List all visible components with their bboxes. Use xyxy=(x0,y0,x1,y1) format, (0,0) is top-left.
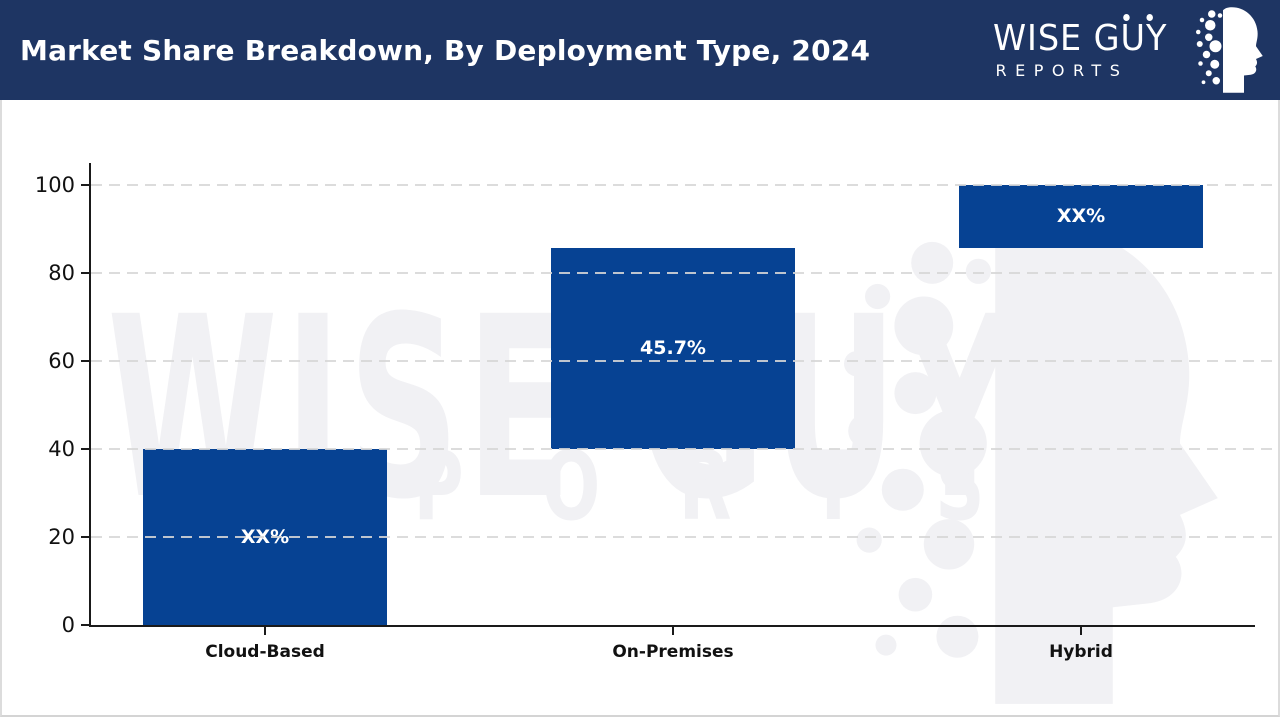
gridline xyxy=(91,448,1278,450)
y-tick-mark xyxy=(81,624,89,626)
y-tick-mark xyxy=(81,184,89,186)
x-category-label: Cloud-Based xyxy=(205,642,325,662)
y-tick-label: 40 xyxy=(48,437,75,461)
gridline xyxy=(91,536,1278,538)
logo-reports-text: REPORTS xyxy=(995,60,1129,80)
x-category-label: On-Premises xyxy=(612,642,734,662)
x-category-label: Hybrid xyxy=(1049,642,1113,662)
y-tick-mark xyxy=(81,360,89,362)
gridline xyxy=(91,272,1278,274)
page-title: Market Share Breakdown, By Deployment Ty… xyxy=(20,33,871,67)
y-tick-label: 20 xyxy=(48,525,75,549)
logo-dot-icon xyxy=(1145,13,1153,21)
y-tick-label: 80 xyxy=(48,261,75,285)
logo-wiseguy-text: WISE GUY xyxy=(993,13,1167,57)
y-tick-mark xyxy=(81,536,89,538)
brand-logo-text: WISE GUY REPORTS xyxy=(993,13,1181,80)
header-bar: Market Share Breakdown, By Deployment Ty… xyxy=(0,0,1280,100)
logo-head-icon xyxy=(1188,5,1264,95)
y-tick-label: 60 xyxy=(48,349,75,373)
gridline xyxy=(91,184,1278,186)
y-tick-mark xyxy=(81,448,89,450)
x-tick-mark xyxy=(1080,627,1082,635)
gridline xyxy=(91,360,1278,362)
bar-chart: WISE GUY R E P O R T S 0 20 40 60 80 100 XX% Cl… xyxy=(0,100,1280,717)
x-tick-mark xyxy=(672,627,674,635)
bar-value-label: 45.7% xyxy=(640,337,706,360)
x-tick-mark xyxy=(264,627,266,635)
y-tick-label: 0 xyxy=(61,613,75,637)
x-axis-line xyxy=(89,625,1255,627)
brand-logo: WISE GUY REPORTS xyxy=(993,5,1265,95)
y-axis-line xyxy=(89,163,91,627)
logo-dot-icon xyxy=(1122,13,1130,21)
bar: XX% xyxy=(959,185,1203,248)
y-tick-mark xyxy=(81,272,89,274)
bar: 45.7% xyxy=(551,247,795,449)
bar-value-label: XX% xyxy=(1056,205,1106,228)
y-tick-label: 100 xyxy=(34,173,75,197)
